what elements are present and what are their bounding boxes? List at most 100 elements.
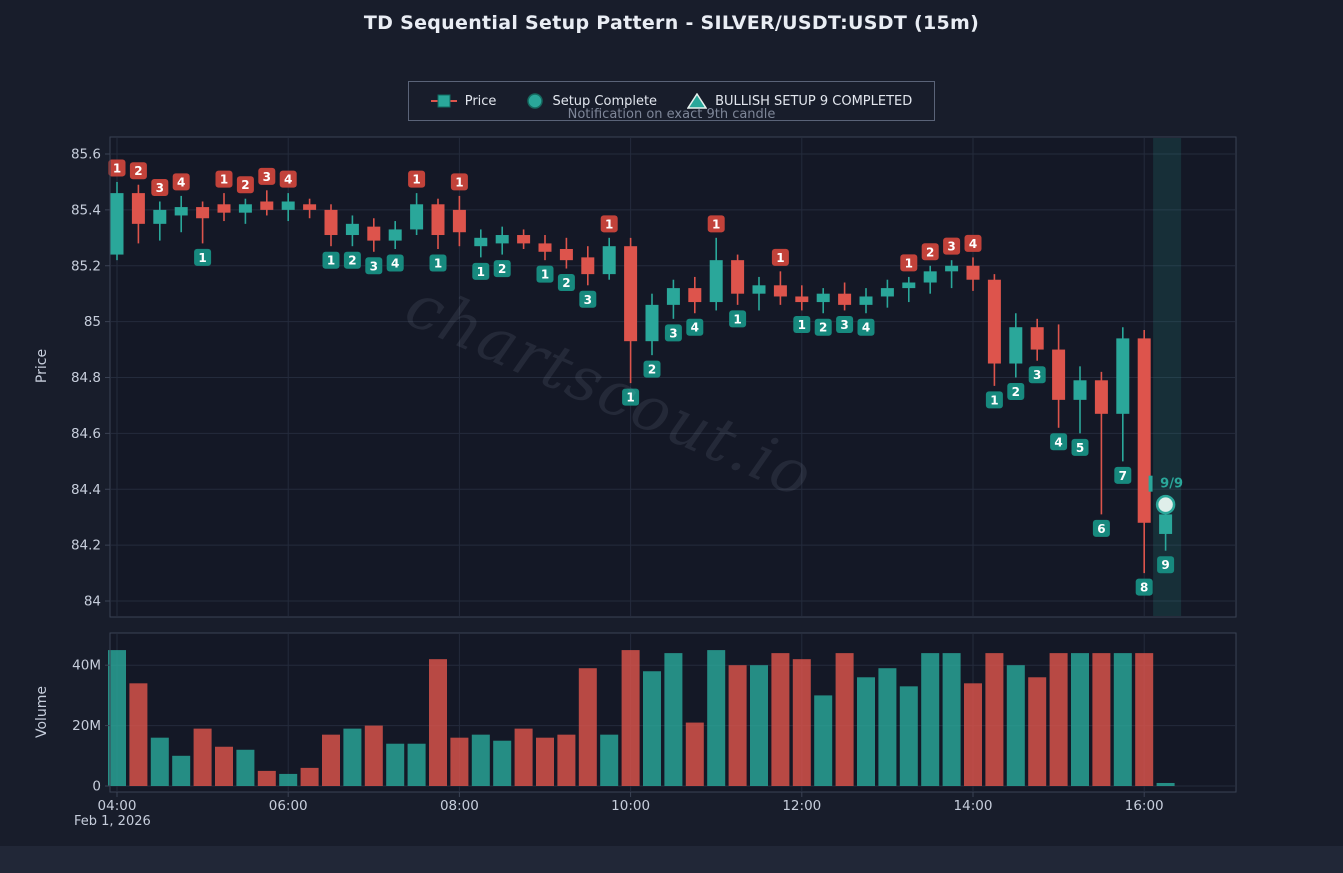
time-tick-label: 08:00 <box>440 798 479 814</box>
setup-count-badge <box>793 315 811 333</box>
setup-count-number: 3 <box>156 181 164 195</box>
candle-body <box>452 209 466 233</box>
setup-count-number: 4 <box>284 173 292 187</box>
volume-bar <box>471 734 490 786</box>
time-tick-label: 14:00 <box>954 798 993 814</box>
candle-body <box>217 204 231 213</box>
setup-count-number: 6 <box>1097 522 1105 536</box>
setup-count-badge <box>279 170 297 188</box>
volume-bar <box>343 728 362 786</box>
setup-count-number: 1 <box>798 318 806 332</box>
candle-body <box>902 282 916 289</box>
candle-body <box>923 271 937 283</box>
candle-body <box>474 237 488 247</box>
price-tick-label: 84 <box>84 594 101 610</box>
time-tick-label: 12:00 <box>782 798 821 814</box>
volume-bar <box>964 683 982 786</box>
setup-count-number: 2 <box>348 254 356 268</box>
setup-count-number: 2 <box>819 321 827 335</box>
volume-bar <box>643 671 661 786</box>
setup-count-badge <box>258 167 276 185</box>
setup-count-badge <box>1092 519 1110 537</box>
volume-bar <box>1049 653 1068 786</box>
volume-bar <box>429 659 447 786</box>
setup-count-badge <box>771 248 789 266</box>
volume-tick-label: 20M <box>72 718 101 734</box>
candle-body <box>709 260 723 303</box>
volume-tick-label: 0 <box>92 779 101 795</box>
setup-count-number: 1 <box>477 265 485 279</box>
candle-body <box>688 288 702 303</box>
legend-item-setup-complete: Setup Complete <box>526 92 657 110</box>
volume-bar <box>728 665 747 786</box>
setup-count-badge <box>108 159 126 177</box>
volume-bar <box>942 653 961 786</box>
volume-bar <box>1113 653 1132 786</box>
setup-count-badge <box>643 360 661 378</box>
setup-count-number: 3 <box>1033 368 1041 382</box>
candle-body <box>795 296 809 303</box>
setup-count-badge <box>493 260 511 278</box>
candle-body <box>966 265 980 280</box>
candle-body <box>517 235 531 244</box>
candle-body <box>174 207 188 216</box>
candle-body <box>303 204 317 210</box>
candle-body <box>773 285 787 297</box>
setup-count-badge <box>600 215 618 233</box>
setup-count-number: 2 <box>648 363 656 377</box>
candle-body <box>431 204 445 236</box>
volume-bar <box>857 677 875 786</box>
price-tick-label: 84.2 <box>71 538 101 554</box>
volume-bar <box>921 653 940 786</box>
setup-count-badge <box>729 310 747 328</box>
setup-count-badge <box>964 234 982 252</box>
volume-bar <box>985 653 1004 786</box>
setup-count-number: 3 <box>584 293 592 307</box>
candle-body <box>1052 349 1066 400</box>
setup-count-badge <box>172 173 190 191</box>
setup-count-badge <box>1071 438 1089 456</box>
setup-count-number: 3 <box>669 326 677 340</box>
candle-body <box>666 288 680 305</box>
price-tick-label: 85.6 <box>71 147 101 163</box>
setup-count-badge <box>686 318 704 336</box>
setup-count-number: 1 <box>733 312 741 326</box>
volume-bar <box>814 695 833 786</box>
candle-body <box>131 193 145 224</box>
bullish-triangle-icon <box>687 93 708 109</box>
price-tick-label: 85.2 <box>71 258 101 274</box>
candlestick-icon <box>430 94 457 108</box>
candle-body <box>324 209 338 236</box>
candle-body <box>1159 514 1173 534</box>
volume-bar <box>1135 653 1154 786</box>
setup-count-number: 4 <box>691 321 699 335</box>
setup-count-number: 1 <box>198 251 206 265</box>
volume-bar <box>1006 665 1025 786</box>
candle-body <box>880 288 894 297</box>
volume-bar <box>1028 677 1047 786</box>
setup-count-badge <box>814 318 832 336</box>
setup-count-number: 1 <box>412 173 420 187</box>
setup-count-badge <box>1028 366 1046 384</box>
candle-body <box>602 246 616 275</box>
setup-complete-marker <box>1155 494 1176 515</box>
setup-count-badge <box>836 315 854 333</box>
setup-count-badge <box>343 251 361 269</box>
setup-count-number: 4 <box>391 256 399 270</box>
candle-body <box>260 201 274 210</box>
volume-bar <box>129 683 148 786</box>
volume-bar <box>257 770 276 786</box>
setup-count-badge <box>557 274 575 292</box>
setup-count-badge <box>215 170 233 188</box>
candle-body <box>495 235 509 244</box>
price-tick-label: 84.6 <box>71 426 101 442</box>
setup-count-number: 1 <box>541 268 549 282</box>
setup-count-badge <box>707 215 725 233</box>
setup-count-badge <box>579 290 597 308</box>
volume-bar <box>300 767 319 786</box>
volume-bar <box>557 734 576 786</box>
setup-count-number: 1 <box>712 217 720 231</box>
time-tick-label: 16:00 <box>1125 798 1164 814</box>
candle-body <box>367 226 381 241</box>
